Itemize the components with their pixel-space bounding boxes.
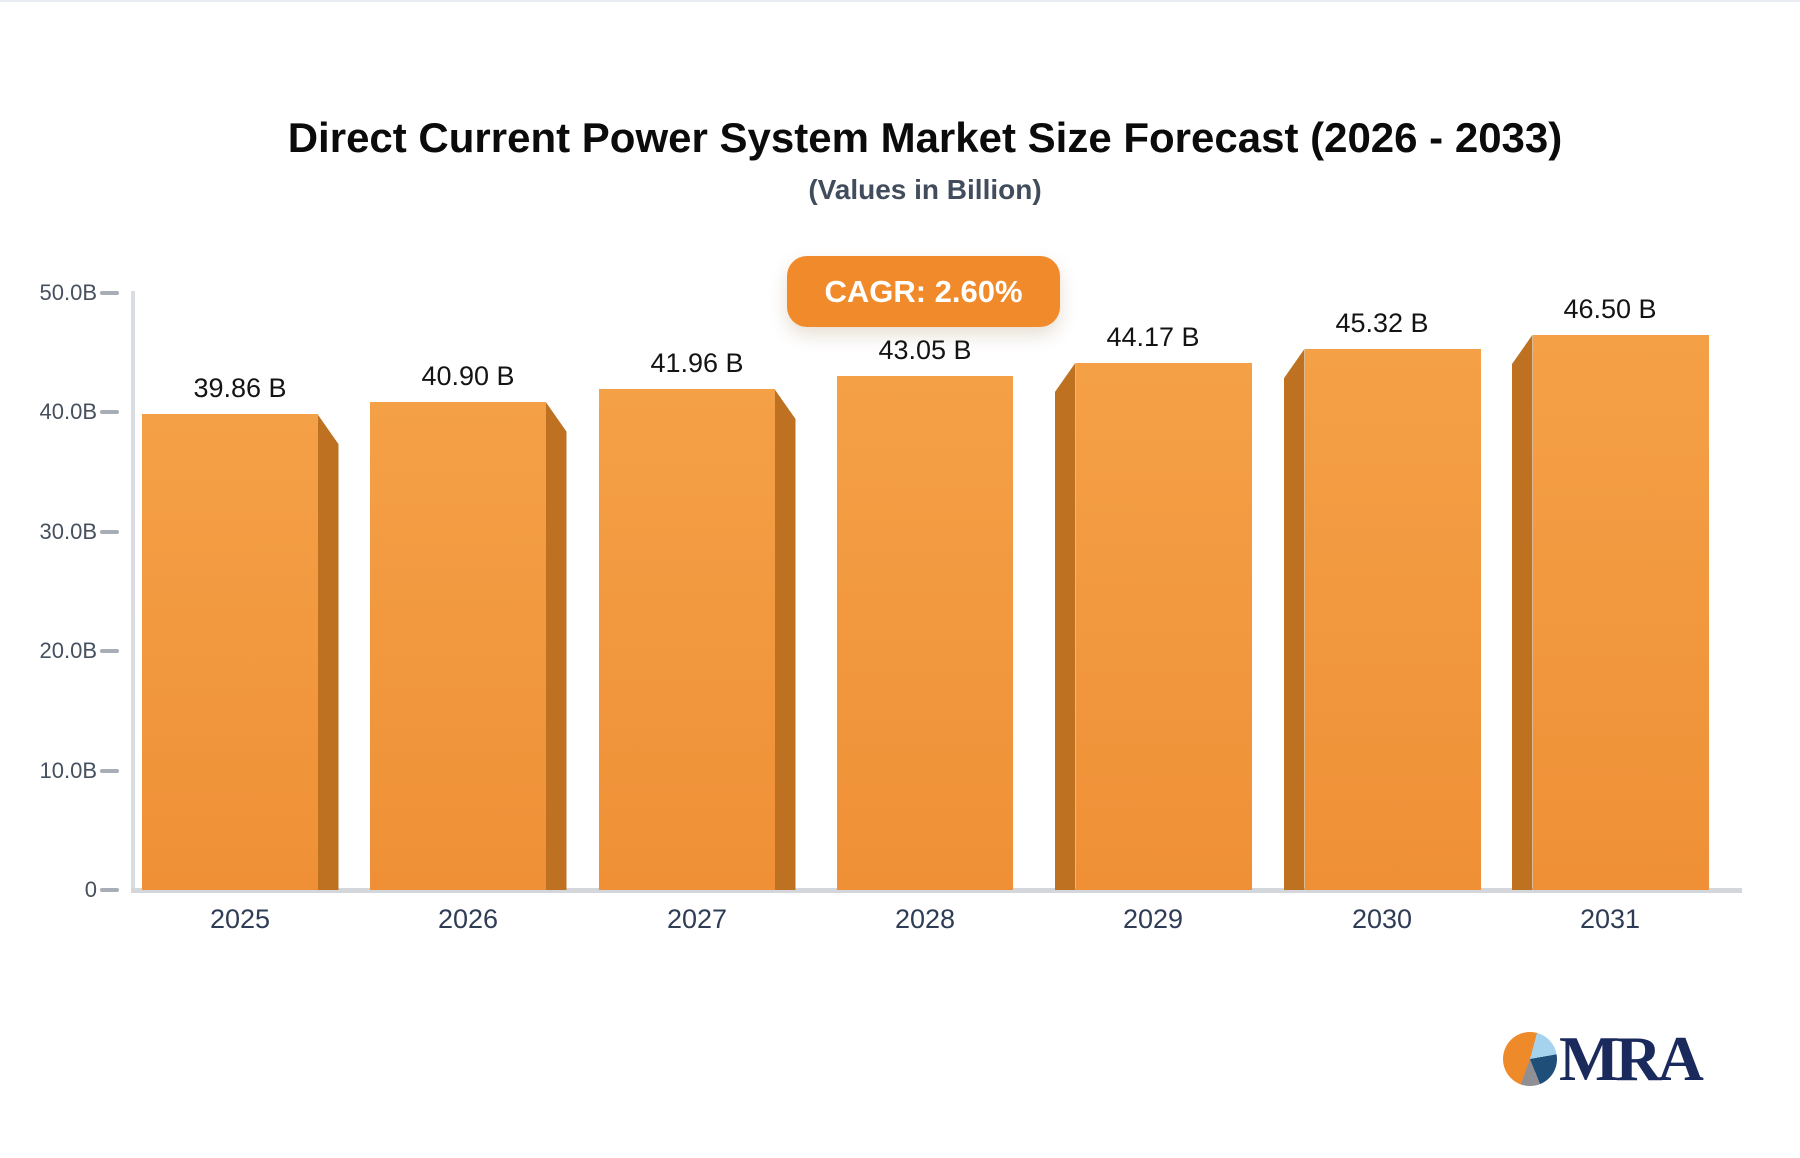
bar-value-label: 43.05 B [878,334,972,365]
x-axis-category-label: 2028 [894,904,956,934]
pie-chart-logo-icon [1503,1032,1557,1086]
y-axis-tick-label: 10.0B [39,757,98,783]
x-axis-category-label: 2030 [1351,904,1413,934]
cagr-badge: CAGR: 2.60% [787,256,1060,327]
bar-value-label: 41.96 B [650,347,744,378]
bar-value-label: 45.32 B [1335,307,1429,338]
bar-face [1532,334,1709,890]
x-axis-category-label: 2026 [437,904,499,934]
bar-side-shadow [1054,362,1076,890]
bar-face [598,388,775,890]
bar-2025[interactable] [141,414,339,890]
y-axis-line [131,291,135,891]
y-axis-tick-mark [100,649,119,654]
bar-2026[interactable] [369,401,567,890]
bar-value-label: 39.86 B [193,373,287,404]
bar-2030[interactable] [1283,348,1481,890]
y-axis-tick-mark [100,768,119,773]
chart-title: Direct Current Power System Market Size … [287,114,1563,161]
bar-face [1304,348,1481,890]
y-axis-tick-label: 30.0B [39,518,98,544]
bar-face [1075,362,1252,890]
mra-logo: MRA [1503,1023,1704,1094]
bar-side-shadow [317,414,339,890]
x-axis-line [131,888,1742,893]
y-axis-tick-mark [100,410,119,415]
y-axis-tick-label: 20.0B [39,638,98,664]
bar-value-label: 40.90 B [421,360,515,391]
chart-subtitle: (Values in Billion) [808,174,1042,205]
bar-side-shadow [545,401,567,890]
y-axis-tick-mark [100,291,119,295]
bar-value-label: 46.50 B [1563,293,1657,324]
x-axis-category-label: 2029 [1122,904,1184,934]
bar-2027[interactable] [598,388,796,890]
x-axis-category-label: 2031 [1579,904,1641,934]
y-axis-tick-mark [100,529,119,534]
bar-face [369,401,546,890]
y-axis-tick-label: 40.0B [39,399,98,425]
bar-side-shadow [774,388,796,890]
bar-side-shadow [1511,334,1533,890]
bar-value-label: 44.17 B [1106,321,1200,352]
bar-face [837,375,1013,890]
bar-side-shadow [1283,348,1305,890]
mra-logo-text: MRA [1559,1023,1704,1094]
bar-2028[interactable] [837,375,1013,890]
x-axis-category-label: 2027 [666,904,728,934]
bar-face [141,414,318,890]
y-axis-tick-label: 50.0B [39,280,98,305]
y-axis-tick-mark [100,888,119,892]
y-axis-tick-label: 0 [84,877,97,902]
cagr-badge-label: CAGR: 2.60% [824,273,1023,309]
bar-2029[interactable] [1054,362,1252,890]
bar-2031[interactable] [1511,334,1709,890]
x-axis-category-label: 2025 [209,904,271,934]
